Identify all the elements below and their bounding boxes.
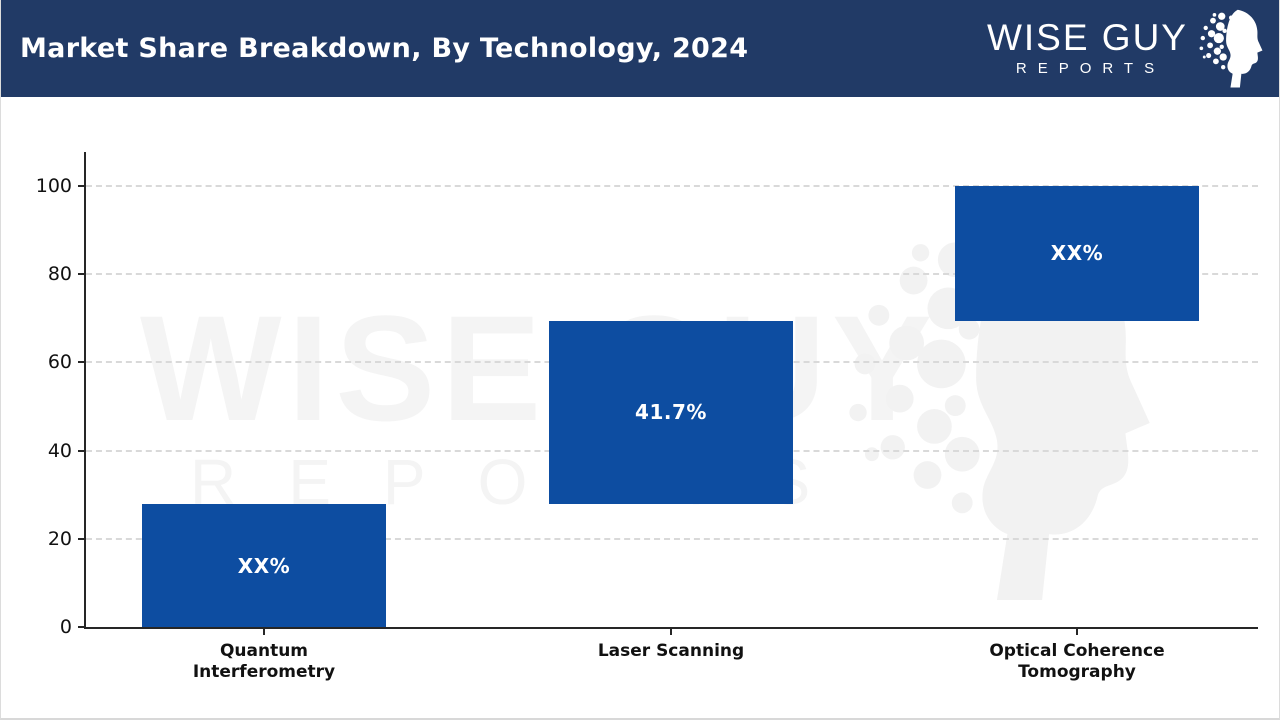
page-title: Market Share Breakdown, By Technology, 2… (20, 33, 749, 64)
bar-optical-coherence-tomography: XX% (955, 186, 1199, 321)
bar-value-label-quantum-interferometry: XX% (237, 553, 291, 578)
y-tick-label-60: 60 (47, 351, 72, 374)
bar-value-label-laser-scanning: 41.7% (635, 400, 707, 425)
y-tick-mark-100 (78, 185, 86, 187)
category-label-line: Tomography (1018, 662, 1136, 682)
brand-logo-text: WISE GUY REPORTS (987, 18, 1188, 79)
y-tick-label-20: 20 (47, 527, 72, 550)
y-tick-label-40: 40 (47, 439, 72, 462)
y-tick-label-100: 100 (35, 175, 72, 197)
logo-wordmark: WISE GUY (986, 17, 1188, 58)
y-tick-label-0: 0 (59, 616, 72, 638)
x-tick-mark-quantum-interferometry (263, 629, 265, 635)
category-label-line: Laser Scanning (597, 641, 745, 661)
bar-quantum-interferometry: XX% (142, 504, 386, 627)
y-tick-label-80: 80 (47, 263, 72, 286)
category-label-line: Quantum (219, 641, 309, 661)
x-tick-mark-optical-coherence-tomography (1076, 629, 1078, 635)
gridline-20 (86, 537, 1258, 540)
gridline-100 (86, 185, 1258, 187)
x-tick-mark-laser-scanning (670, 629, 672, 635)
bar-laser-scanning: 41.7% (549, 320, 793, 505)
brand-logo: WISE GUY REPORTS (987, 9, 1266, 89)
bar-value-label-optical-coherence-tomography: XX% (1050, 241, 1104, 266)
y-tick-mark-20 (78, 537, 86, 540)
logo-head-icon (1199, 9, 1263, 88)
category-label-line: Optical Coherence (989, 641, 1165, 661)
category-label-quantum-interferometry: Quantum Interferometry (104, 641, 424, 683)
x-axis (84, 627, 1258, 629)
category-label-optical-coherence-tomography: Optical Coherence Tomography (917, 641, 1237, 683)
header: Market Share Breakdown, By Technology, 2… (0, 0, 1280, 97)
y-axis (84, 152, 86, 629)
y-tick-mark-80 (78, 273, 86, 276)
watermark-wordmark: WISE GUY (140, 284, 939, 452)
logo-subtext: REPORTS (1015, 60, 1166, 77)
category-label-laser-scanning: Laser Scanning (511, 641, 831, 662)
gridline-80 (86, 273, 1258, 276)
y-tick-mark-0 (78, 626, 86, 628)
category-label-line: Interferometry (192, 662, 336, 682)
y-tick-mark-40 (78, 449, 86, 452)
y-tick-mark-60 (78, 361, 86, 364)
